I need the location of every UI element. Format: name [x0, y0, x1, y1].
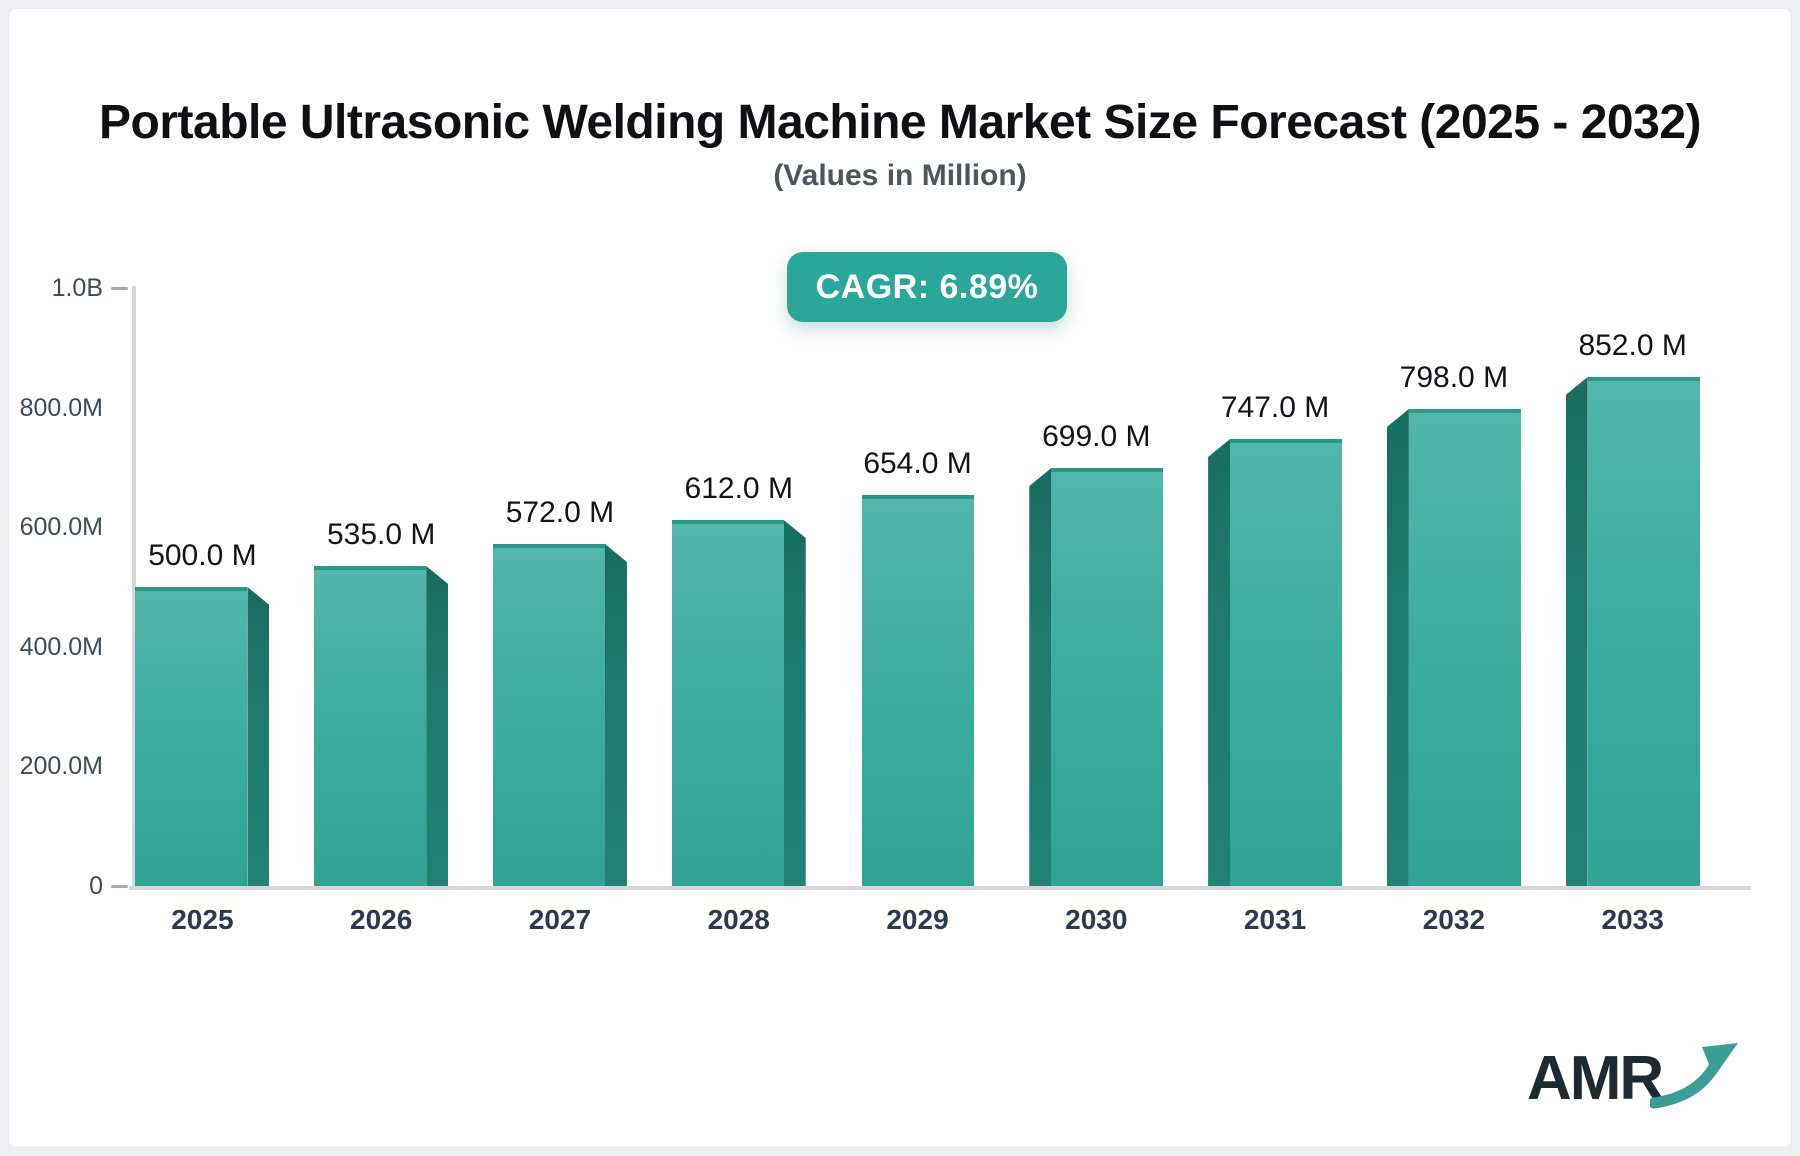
growth-arrow-icon [1650, 1043, 1739, 1109]
bar-side-3d [1565, 377, 1588, 886]
bar-value-label: 798.0 M [1399, 361, 1509, 394]
bar-side-3d [604, 544, 627, 886]
y-axis-label: 800.0M [19, 393, 103, 422]
bar-value-label: 535.0 M [326, 518, 436, 551]
bar-group-2030: 699.0 M [1007, 288, 1186, 886]
y-axis-tick-mark [111, 286, 128, 290]
bar-group-2025: 500.0 M [113, 288, 292, 886]
bar-group-2031: 747.0 M [1186, 288, 1365, 886]
x-axis-label-2030: 2030 [1065, 904, 1128, 935]
x-axis-label-2033: 2033 [1601, 904, 1664, 935]
x-axis: 2025 2026 2027 2028 2029 2030 2031 2032 2033 [113, 904, 1722, 940]
y-axis-tick-400.0M: 400.0M [9, 631, 128, 663]
bar-side-3d [1386, 409, 1409, 886]
bar-value-label: 852.0 M [1578, 329, 1687, 362]
y-axis-label: 1.0B [51, 273, 103, 302]
bar-group-2033: 852.0 M [1543, 288, 1722, 886]
bar-2031 [1230, 439, 1343, 886]
bar-value-label: 747.0 M [1220, 391, 1330, 424]
bar-value-label: 654.0 M [863, 447, 972, 480]
bar-side-3d [1208, 439, 1231, 886]
bar-side-3d [1029, 468, 1052, 886]
bar-value-label: 612.0 M [684, 472, 793, 505]
amr-logo: AMR [1527, 1033, 1757, 1125]
bar-group-2028: 612.0 M [649, 288, 828, 886]
x-axis-line [129, 886, 1751, 890]
x-axis-label-2026: 2026 [350, 904, 413, 935]
y-axis-label: 200.0M [19, 751, 103, 780]
bar-side-3d [783, 520, 806, 886]
y-axis-tick-200.0M: 200.0M [9, 750, 128, 782]
bar-side-3d [426, 566, 449, 886]
chart-card: Portable Ultrasonic Welding Machine Mark… [8, 8, 1792, 1148]
bar-group-2027: 572.0 M [471, 288, 650, 886]
y-axis-tick-1.0B: 1.0B [9, 272, 128, 304]
bar-2030 [1051, 468, 1164, 886]
bar-value-label: 699.0 M [1042, 420, 1151, 453]
bar-value-label: 572.0 M [505, 496, 615, 529]
bar-plot-area: 500.0 M 535.0 M 572.0 M 612.0 M 654.0 M 699.0… [113, 288, 1722, 886]
y-axis-label: 0 [89, 871, 103, 900]
amr-logo-text: AMR [1527, 1044, 1664, 1113]
y-axis-label: 600.0M [19, 512, 103, 541]
cagr-badge: CAGR: 6.89% [787, 252, 1067, 322]
bar-group-2026: 535.0 M [292, 288, 471, 886]
bar-side-3d [247, 587, 270, 886]
x-axis-label-2032: 2032 [1422, 904, 1485, 935]
y-axis-line [132, 286, 136, 888]
bar-2027 [492, 544, 605, 886]
chart-title: Portable Ultrasonic Welding Machine Mark… [99, 96, 1702, 149]
bar-2025 [135, 587, 248, 886]
y-axis-tick-600.0M: 600.0M [9, 511, 128, 543]
y-axis-tick-mark [111, 884, 128, 888]
y-axis-label: 400.0M [19, 632, 103, 661]
bar-2029 [861, 495, 974, 886]
x-axis-label-2031: 2031 [1243, 904, 1307, 935]
y-axis-tick-0: 0 [9, 870, 128, 902]
bar-2033 [1587, 377, 1700, 886]
bar-group-2032: 798.0 M [1364, 288, 1543, 886]
x-axis-label-2028: 2028 [707, 904, 770, 935]
bar-value-label: 500.0 M [148, 539, 257, 572]
x-axis-label-2025: 2025 [171, 904, 234, 935]
x-axis-label-2027: 2027 [528, 904, 592, 935]
bar-2026 [314, 566, 427, 886]
chart-subtitle: (Values in Million) [773, 159, 1027, 192]
bar-group-2029: 654.0 M [828, 288, 1007, 886]
bar-2028 [671, 520, 784, 886]
y-axis-tick-800.0M: 800.0M [9, 392, 128, 424]
x-axis-label-2029: 2029 [886, 904, 949, 935]
bar-2032 [1408, 409, 1521, 886]
